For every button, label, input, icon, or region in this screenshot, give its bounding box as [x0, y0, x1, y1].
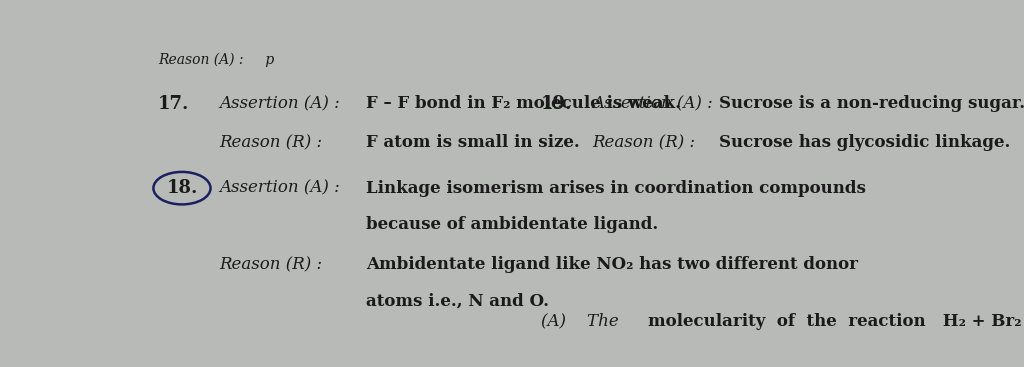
- Text: Assertion (A) :: Assertion (A) :: [219, 95, 340, 112]
- Text: Sucrose is a non-reducing sugar.: Sucrose is a non-reducing sugar.: [719, 95, 1024, 112]
- Text: 18.: 18.: [166, 179, 198, 197]
- Text: atoms i.e., N and O.: atoms i.e., N and O.: [367, 293, 549, 310]
- Text: Reason (R) :: Reason (R) :: [592, 134, 695, 152]
- Text: Sucrose has glycosidic linkage.: Sucrose has glycosidic linkage.: [719, 134, 1011, 152]
- Text: F atom is small in size.: F atom is small in size.: [367, 134, 580, 152]
- Text: F – F bond in F₂ molecule is weak.: F – F bond in F₂ molecule is weak.: [367, 95, 681, 112]
- Text: (A)    The: (A) The: [541, 313, 618, 330]
- Text: molecularity  of  the  reaction   H₂ + Br₂ → 2HBr: molecularity of the reaction H₂ + Br₂ → …: [648, 313, 1024, 330]
- Text: Linkage isomerism arises in coordination compounds: Linkage isomerism arises in coordination…: [367, 180, 866, 197]
- Text: Reason (A) :     p: Reason (A) : p: [158, 52, 274, 67]
- Text: 17.: 17.: [158, 95, 189, 113]
- Text: Assertion (A) :: Assertion (A) :: [219, 180, 340, 197]
- Text: Reason (R) :: Reason (R) :: [219, 134, 323, 152]
- Text: Reason (R) :: Reason (R) :: [219, 256, 323, 273]
- Text: Ambidentate ligand like NO₂ has two different donor: Ambidentate ligand like NO₂ has two diff…: [367, 256, 858, 273]
- Text: because of ambidentate ligand.: because of ambidentate ligand.: [367, 217, 658, 233]
- Text: 19.: 19.: [541, 95, 572, 113]
- Text: Assertion (A) :: Assertion (A) :: [592, 95, 713, 112]
